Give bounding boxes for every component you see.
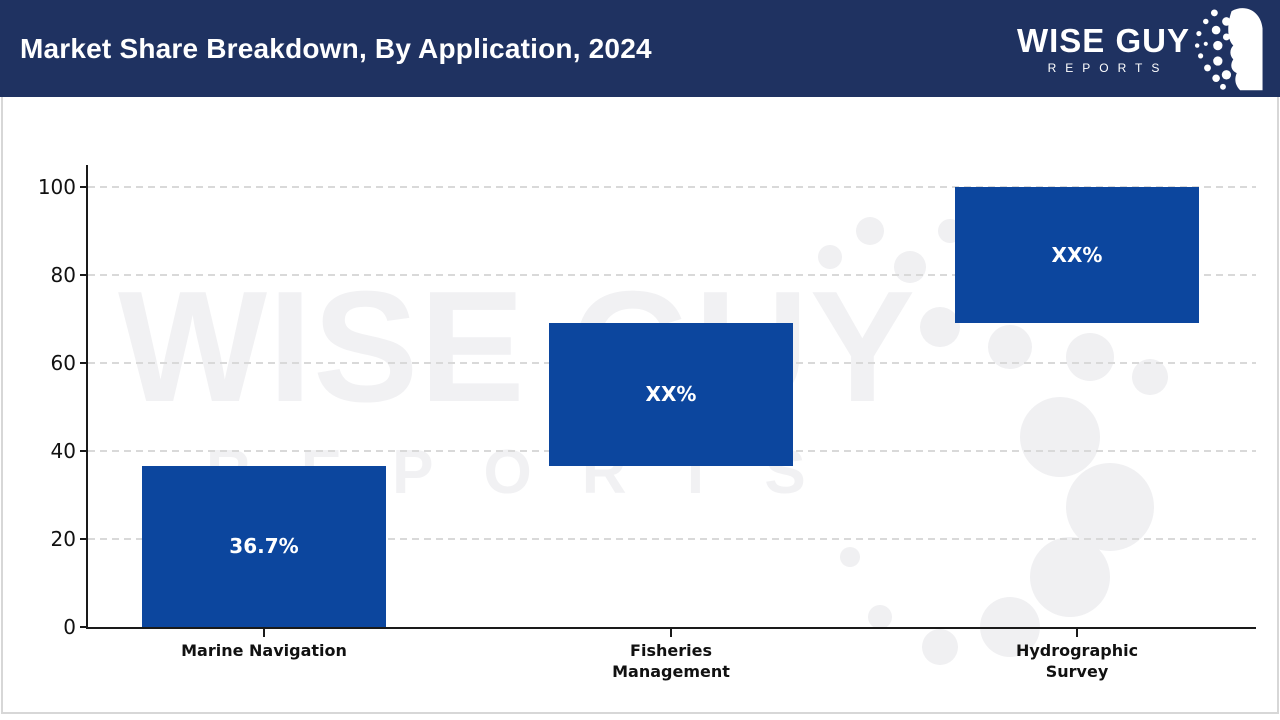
logo-wordmark: WISE GUY — [1016, 22, 1190, 59]
y-axis-line — [86, 165, 88, 629]
y-tick-label: 80 — [50, 263, 76, 287]
category-label: Fisheries Management — [511, 640, 831, 682]
y-tick-label: 100 — [37, 175, 76, 199]
y-tick-label: 20 — [50, 527, 76, 551]
category-label-line: Hydrographic — [1015, 641, 1139, 660]
dotted-face-icon — [1194, 8, 1263, 91]
category-label-line: Marine Navigation — [181, 641, 347, 660]
gridline — [88, 186, 1256, 188]
gridline — [88, 538, 1256, 540]
bar-value-label: XX% — [1051, 243, 1103, 268]
y-tick-label: 60 — [50, 351, 76, 375]
y-tick-mark — [80, 186, 88, 188]
x-tick-mark — [263, 629, 265, 637]
category-label: Marine Navigation — [104, 640, 424, 661]
y-tick-mark — [80, 450, 88, 452]
header-bar: Market Share Breakdown, By Application, … — [0, 0, 1280, 97]
x-axis-line — [86, 627, 1256, 629]
gridline — [88, 274, 1256, 276]
logo-subtitle: REPORTS — [1047, 61, 1169, 75]
bar-value-label: 36.7% — [229, 534, 299, 559]
bar-segment: XX% — [549, 323, 793, 466]
y-tick-mark — [80, 626, 88, 628]
category-label-line: Survey — [1045, 662, 1109, 681]
chart-title: Market Share Breakdown, By Application, … — [20, 32, 652, 64]
y-tick-label: 40 — [50, 439, 76, 463]
y-tick-label: 0 — [63, 615, 76, 639]
category-label-line: Fisheries — [630, 641, 712, 660]
category-label-line: Management — [612, 662, 730, 681]
x-tick-mark — [670, 629, 672, 637]
bar-segment: XX% — [955, 187, 1199, 324]
bar-value-label: XX% — [645, 382, 697, 407]
y-tick-mark — [80, 538, 88, 540]
bar-segment: 36.7% — [142, 465, 386, 627]
y-tick-mark — [80, 362, 88, 364]
x-tick-mark — [1076, 629, 1078, 637]
y-tick-mark — [80, 274, 88, 276]
wise-guy-logo: WISE GUY REPORTS — [1017, 4, 1266, 94]
category-label: Hydrographic Survey — [917, 640, 1237, 682]
logo-text: WISE GUY REPORTS — [1016, 22, 1190, 76]
